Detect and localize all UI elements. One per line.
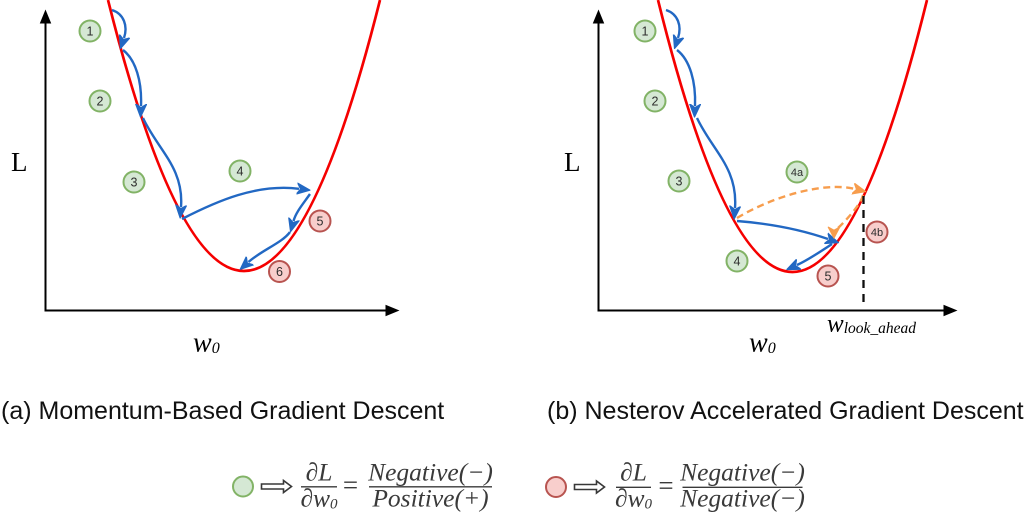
- svg-text:1: 1: [642, 25, 649, 39]
- svg-text:L: L: [564, 147, 581, 177]
- svg-text:5: 5: [825, 270, 832, 284]
- svg-text:2: 2: [97, 95, 104, 109]
- svg-text:Positive(+): Positive(+): [371, 484, 488, 513]
- svg-text:∂w0: ∂w0: [300, 484, 338, 513]
- svg-text:=: =: [343, 470, 358, 500]
- svg-text:(b) Nesterov Accelerated Gradi: (b) Nesterov Accelerated Gradient Descen…: [547, 397, 1024, 425]
- svg-text:Negative(−): Negative(−): [679, 458, 805, 487]
- svg-text:4b: 4b: [871, 227, 883, 239]
- svg-text:1: 1: [87, 25, 94, 39]
- svg-text:L: L: [11, 147, 28, 177]
- svg-text:Negative(−): Negative(−): [367, 458, 493, 487]
- svg-text:wlook_ahead: wlook_ahead: [827, 311, 916, 338]
- svg-text:6: 6: [276, 265, 283, 279]
- svg-text:4a: 4a: [791, 167, 804, 179]
- svg-text:4: 4: [734, 255, 741, 269]
- svg-text:w0: w0: [193, 328, 220, 359]
- svg-text:(a) Momentum-Based Gradient De: (a) Momentum-Based Gradient Descent: [1, 397, 444, 425]
- svg-text:Negative(−): Negative(−): [679, 484, 805, 513]
- svg-text:w0: w0: [749, 328, 776, 359]
- svg-text:2: 2: [652, 95, 659, 109]
- svg-text:3: 3: [676, 175, 683, 189]
- svg-text:=: =: [658, 471, 673, 501]
- svg-text:3: 3: [131, 176, 138, 190]
- svg-text:∂L: ∂L: [620, 458, 647, 487]
- svg-text:5: 5: [317, 215, 324, 229]
- svg-text:∂L: ∂L: [306, 458, 333, 487]
- svg-text:4: 4: [237, 165, 244, 179]
